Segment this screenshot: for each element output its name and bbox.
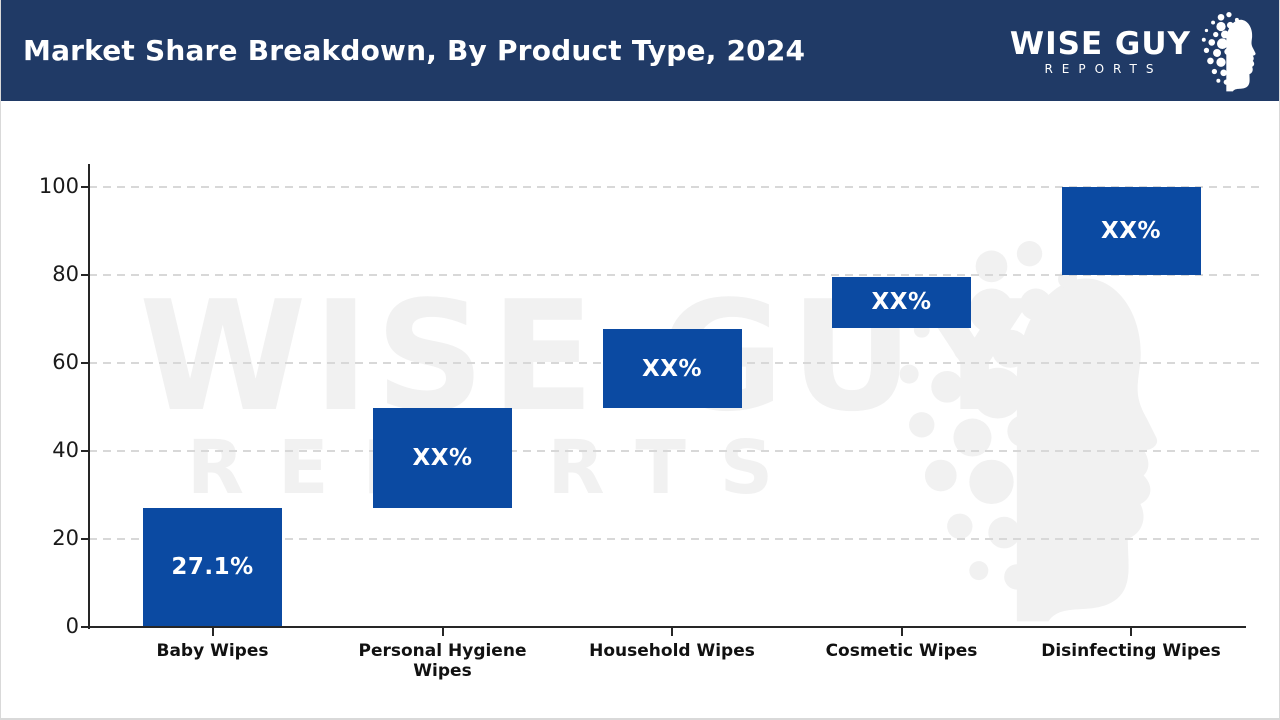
y-tick-label-0: 0: [65, 614, 79, 638]
bar-personal-hygiene-wipes: XX%: [373, 408, 512, 508]
y-tick-20: [81, 538, 88, 540]
x-tick-baby-wipes: [211, 627, 214, 636]
head-profile-icon: [1201, 11, 1256, 92]
y-tick-100: [81, 186, 88, 188]
bar-cosmetic-wipes: XX%: [832, 277, 971, 328]
y-tick-label-80: 80: [52, 262, 79, 286]
y-axis-spine: [88, 164, 90, 629]
y-tick-60: [81, 362, 88, 364]
bar-value-label-cosmetic-wipes: XX%: [871, 289, 932, 316]
logo-text: WISE GUY REPORTS: [1010, 27, 1191, 76]
category-label-disinfecting-wipes: Disinfecting Wipes: [1041, 641, 1221, 661]
y-tick-label-100: 100: [38, 174, 79, 198]
x-tick-personal-hygiene-wipes: [441, 627, 444, 636]
y-tick-40: [81, 450, 88, 452]
category-label-personal-hygiene-wipes: Personal Hygiene Wipes: [358, 641, 527, 681]
y-tick-0: [81, 626, 88, 628]
y-tick-80: [81, 274, 88, 276]
x-tick-cosmetic-wipes: [900, 627, 903, 636]
bar-household-wipes: XX%: [602, 329, 742, 409]
bar-value-label-personal-hygiene-wipes: XX%: [412, 445, 473, 472]
gridline-100: [89, 186, 1259, 188]
logo-wordmark: WISE GUY: [1009, 25, 1191, 62]
category-label-cosmetic-wipes: Cosmetic Wipes: [825, 641, 978, 661]
wise-guy-logo: WISE GUY REPORTS: [1010, 8, 1265, 94]
y-tick-label-40: 40: [52, 438, 79, 462]
category-label-baby-wipes: Baby Wipes: [156, 641, 269, 661]
gridline-20: [89, 538, 1259, 540]
category-label-household-wipes: Household Wipes: [589, 641, 755, 661]
x-axis-spine: [88, 626, 1246, 628]
y-tick-label-60: 60: [52, 350, 79, 374]
x-tick-disinfecting-wipes: [1130, 627, 1132, 636]
bar-value-label-baby-wipes: 27.1%: [171, 554, 254, 581]
bar-value-label-disinfecting-wipes: XX%: [1100, 218, 1161, 244]
x-tick-household-wipes: [671, 627, 673, 636]
header-bar: Market Share Breakdown, By Product Type,…: [1, 0, 1279, 101]
logo-subtitle: REPORTS: [1044, 61, 1163, 76]
bar-baby-wipes: 27.1%: [143, 507, 282, 627]
gridline-40: [89, 450, 1259, 452]
chart-title: Market Share Breakdown, By Product Type,…: [23, 34, 806, 67]
bar-value-label-household-wipes: XX%: [641, 355, 702, 382]
gridline-80: [89, 274, 1259, 276]
bar-disinfecting-wipes: XX%: [1061, 187, 1201, 275]
y-tick-label-20: 20: [52, 526, 79, 550]
